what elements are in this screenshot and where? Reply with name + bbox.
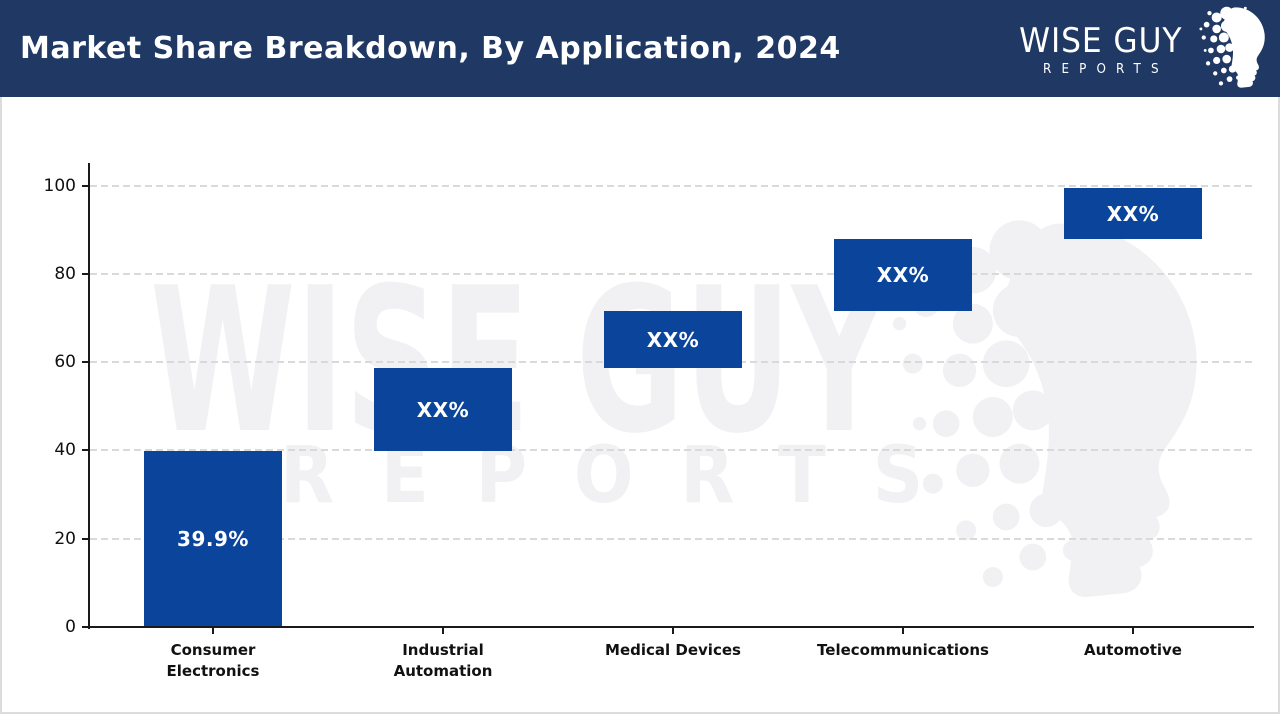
bar-value-label: XX% bbox=[1106, 201, 1160, 226]
gridline bbox=[90, 449, 1254, 452]
brand-subtitle: REPORTS bbox=[1043, 62, 1170, 77]
y-tick-label: 20 bbox=[54, 528, 76, 549]
x-tick-label: Industrial Automation bbox=[393, 641, 493, 680]
brand-logo-text: WISE GUY REPORTS bbox=[1012, 21, 1190, 77]
y-axis bbox=[88, 163, 90, 629]
y-tick-mark bbox=[82, 449, 90, 452]
y-tick-mark bbox=[82, 626, 90, 628]
y-tick-mark bbox=[82, 361, 90, 364]
face-profile-logo-icon bbox=[1192, 6, 1270, 92]
x-tick-mark bbox=[902, 627, 904, 634]
bar-segment: XX% bbox=[604, 311, 742, 369]
x-tick-mark bbox=[212, 627, 214, 634]
x-tick-mark bbox=[1132, 627, 1134, 634]
x-tick-mark bbox=[442, 627, 444, 634]
x-tick-label: Consumer Electronics bbox=[166, 641, 260, 680]
y-tick-label: 40 bbox=[54, 440, 76, 461]
x-tick-label: Medical Devices bbox=[605, 641, 741, 659]
y-tick-label: 0 bbox=[65, 617, 76, 637]
header: Market Share Breakdown, By Application, … bbox=[0, 0, 1280, 97]
y-tick-label: 80 bbox=[54, 263, 76, 284]
y-tick-label: 100 bbox=[43, 175, 76, 196]
bar-value-label: 39.9% bbox=[177, 526, 249, 551]
bar-value-label: XX% bbox=[876, 263, 930, 288]
gridline bbox=[90, 272, 1254, 275]
y-tick-mark bbox=[82, 272, 90, 275]
x-tick-mark bbox=[672, 627, 674, 634]
y-tick-mark bbox=[82, 537, 90, 540]
y-tick-label: 60 bbox=[54, 352, 76, 373]
x-tick-label: Automotive bbox=[1084, 641, 1182, 659]
chart-area: WISE GUY REPORTS 0 20 40 60 80 100 39.9% Consum… bbox=[0, 97, 1280, 714]
brand-logo: WISE GUY REPORTS bbox=[1012, 4, 1270, 94]
x-tick-label: Telecommunications bbox=[817, 641, 989, 659]
gridline bbox=[90, 537, 1254, 540]
bar-segment: XX% bbox=[374, 368, 512, 451]
bar-segment: XX% bbox=[1064, 188, 1202, 240]
x-axis bbox=[88, 626, 1254, 628]
brand-name: WISE GUY bbox=[1019, 21, 1183, 61]
gridline bbox=[90, 184, 1254, 187]
bar-value-label: XX% bbox=[416, 397, 470, 422]
bar-segment: XX% bbox=[834, 239, 972, 312]
bar-value-label: XX% bbox=[646, 327, 700, 352]
page-title: Market Share Breakdown, By Application, … bbox=[20, 31, 841, 66]
bar-segment: 39.9% bbox=[144, 450, 282, 627]
y-tick-mark bbox=[82, 184, 90, 187]
